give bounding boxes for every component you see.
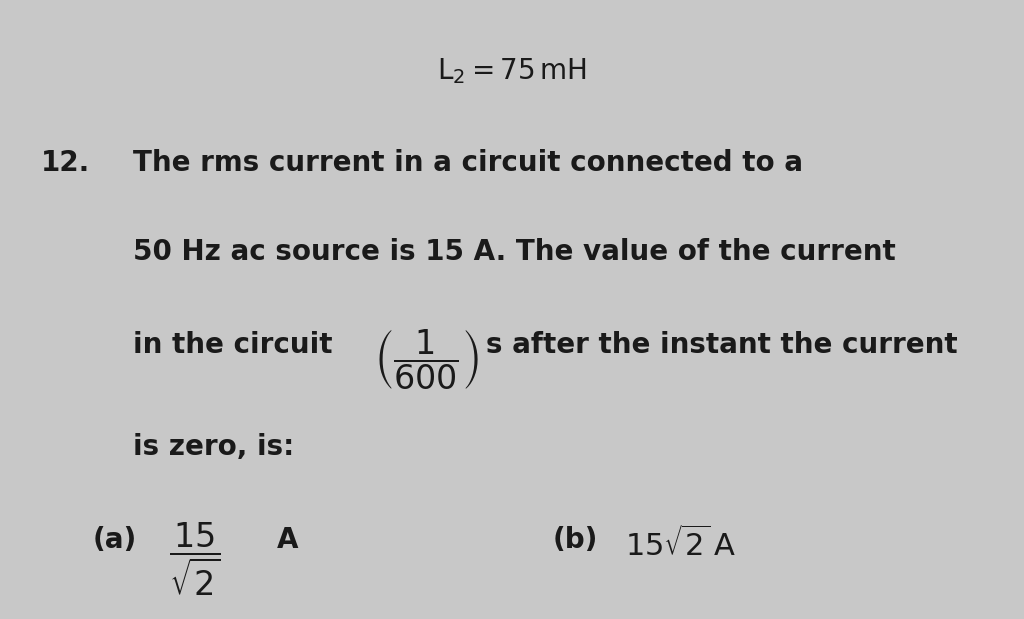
Text: $15\sqrt{2}\,$A: $15\sqrt{2}\,$A	[625, 526, 735, 562]
Text: (a): (a)	[92, 526, 136, 554]
Text: $\left(\dfrac{1}{600}\right)$: $\left(\dfrac{1}{600}\right)$	[374, 328, 478, 392]
Text: (b): (b)	[553, 526, 598, 554]
Text: A: A	[276, 526, 298, 554]
Text: s after the instant the current: s after the instant the current	[486, 331, 958, 359]
Text: The rms current in a circuit connected to a: The rms current in a circuit connected t…	[133, 149, 803, 176]
Text: $\mathrm{L_2 = 75\,mH}$: $\mathrm{L_2 = 75\,mH}$	[437, 56, 587, 85]
Text: is zero, is:: is zero, is:	[133, 433, 294, 461]
Text: in the circuit: in the circuit	[133, 331, 333, 359]
Text: $\dfrac{15}{\sqrt{2}}$: $\dfrac{15}{\sqrt{2}}$	[169, 520, 220, 597]
Text: 50 Hz ac source is 15 A. The value of the current: 50 Hz ac source is 15 A. The value of th…	[133, 238, 896, 266]
Text: 12.: 12.	[41, 149, 90, 176]
